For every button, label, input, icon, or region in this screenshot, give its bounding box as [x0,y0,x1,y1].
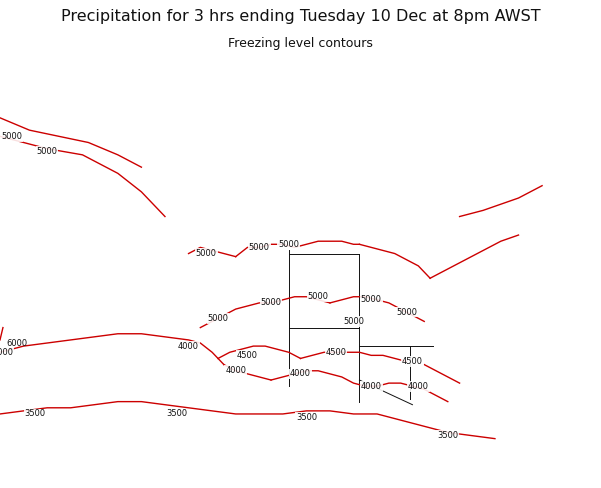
Text: 3500: 3500 [25,409,46,419]
Text: 3500: 3500 [296,412,317,422]
Text: 5000: 5000 [278,240,299,249]
Text: Freezing level contours: Freezing level contours [228,37,373,50]
Text: 4000: 4000 [408,382,429,391]
Text: 4500: 4500 [402,357,423,366]
Text: 4000: 4000 [290,369,311,378]
Text: 3500: 3500 [166,409,188,419]
Text: 4000: 4000 [178,342,199,350]
Text: 4000: 4000 [361,382,382,391]
Text: 5000: 5000 [249,243,270,252]
Text: 5000: 5000 [361,295,382,305]
Text: 5000: 5000 [207,314,228,323]
Text: 6000: 6000 [6,339,27,347]
Text: 5000: 5000 [196,249,217,258]
Text: 4500: 4500 [325,348,346,357]
Text: 5000: 5000 [396,307,417,317]
Text: 5000: 5000 [343,317,364,326]
Text: 3500: 3500 [438,431,459,440]
Text: 4000: 4000 [0,348,13,357]
Text: 5000: 5000 [308,292,329,301]
Text: 4000: 4000 [225,366,246,375]
Text: 5000: 5000 [37,147,58,156]
Text: 5000: 5000 [261,298,281,307]
Text: 5000: 5000 [1,132,22,141]
Text: 4500: 4500 [237,351,258,360]
Text: Precipitation for 3 hrs ending Tuesday 10 Dec at 8pm AWST: Precipitation for 3 hrs ending Tuesday 1… [61,9,540,24]
